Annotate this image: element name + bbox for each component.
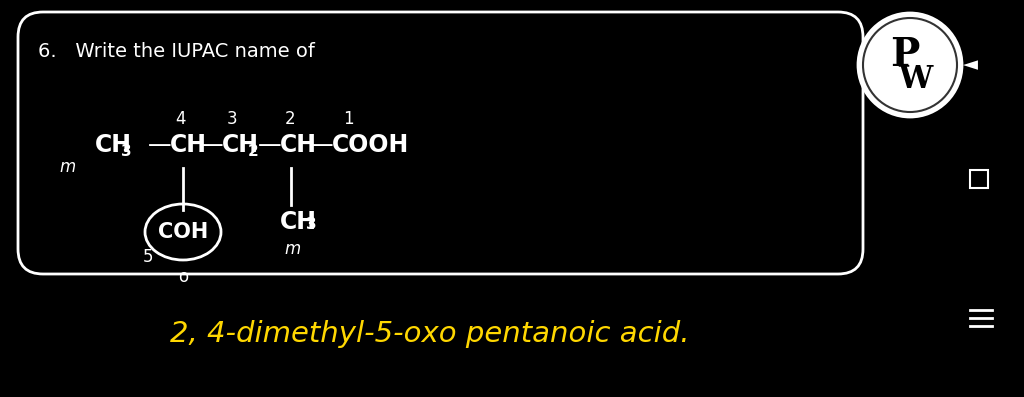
Text: —: —: [310, 133, 334, 157]
FancyBboxPatch shape: [970, 170, 988, 188]
Text: 5: 5: [142, 248, 154, 266]
Text: 4: 4: [176, 110, 186, 128]
Text: —: —: [200, 133, 223, 157]
Text: o: o: [178, 268, 188, 286]
FancyBboxPatch shape: [18, 12, 863, 274]
Text: —: —: [258, 133, 282, 157]
Text: 2: 2: [248, 143, 259, 158]
Text: 3: 3: [121, 143, 132, 158]
Text: m: m: [59, 158, 76, 176]
Text: 3: 3: [306, 217, 316, 232]
Text: CH: CH: [95, 133, 132, 157]
Text: 1: 1: [343, 110, 353, 128]
Text: P: P: [890, 36, 920, 74]
Text: CH: CH: [222, 133, 259, 157]
Text: 3: 3: [226, 110, 238, 128]
Text: m: m: [285, 240, 301, 258]
Text: 2, 4-dimethyl-5-oxo pentanoic acid.: 2, 4-dimethyl-5-oxo pentanoic acid.: [170, 320, 690, 348]
Text: COH: COH: [158, 222, 208, 242]
Text: 6.   Write the IUPAC name of: 6. Write the IUPAC name of: [38, 42, 314, 61]
Circle shape: [858, 13, 962, 117]
Text: —: —: [148, 133, 172, 157]
Text: CH: CH: [280, 210, 317, 234]
Text: W: W: [898, 64, 932, 94]
Text: CH: CH: [280, 133, 317, 157]
Text: CH: CH: [170, 133, 207, 157]
Text: COOH: COOH: [332, 133, 410, 157]
Text: 2: 2: [285, 110, 295, 128]
Text: ◄: ◄: [963, 56, 978, 75]
